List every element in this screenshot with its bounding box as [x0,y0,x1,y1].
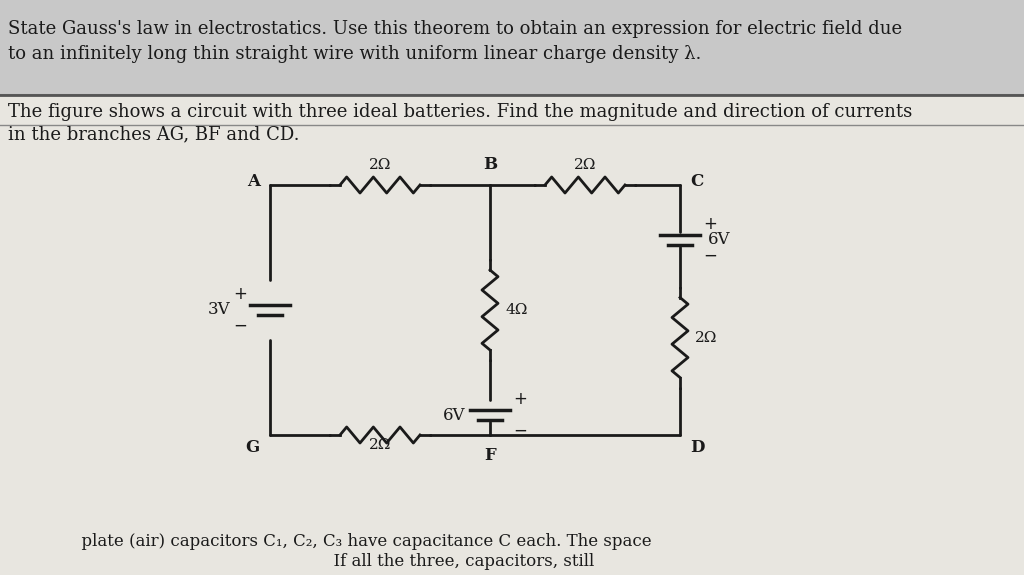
Text: The figure shows a circuit with three ideal batteries. Find the magnitude and di: The figure shows a circuit with three id… [8,103,912,121]
Text: to an infinitely long thin straight wire with uniform linear charge density λ.: to an infinitely long thin straight wire… [8,45,701,63]
Text: 4Ω: 4Ω [505,303,527,317]
Text: 6V: 6V [442,407,465,424]
Text: 2Ω: 2Ω [369,438,391,452]
Text: 2Ω: 2Ω [573,158,596,172]
Text: in the branches AG, BF and CD.: in the branches AG, BF and CD. [8,125,299,143]
Text: 2Ω: 2Ω [695,331,718,344]
Text: −: − [233,317,247,335]
Text: C: C [690,172,703,190]
Text: If all the three, capacitors, still: If all the three, capacitors, still [8,553,594,570]
Text: State Gauss's law in electrostatics. Use this theorem to obtain an expression fo: State Gauss's law in electrostatics. Use… [8,20,902,38]
Text: +: + [233,285,247,303]
Text: 6V: 6V [708,232,730,248]
Text: −: − [513,422,527,440]
Text: +: + [513,390,527,408]
Text: −: − [703,247,717,265]
Text: 2Ω: 2Ω [369,158,391,172]
Text: 3V: 3V [208,301,230,319]
Text: G: G [246,439,260,456]
Text: A: A [247,172,260,190]
Text: B: B [483,156,497,173]
Bar [0,0,1024,95]
Bar [0,95,1024,575]
Text: F: F [484,447,496,464]
Text: +: + [703,215,717,233]
Text: plate (air) capacitors C₁, C₂, C₃ have capacitance C each. The space: plate (air) capacitors C₁, C₂, C₃ have c… [8,533,651,550]
Text: D: D [690,439,705,456]
